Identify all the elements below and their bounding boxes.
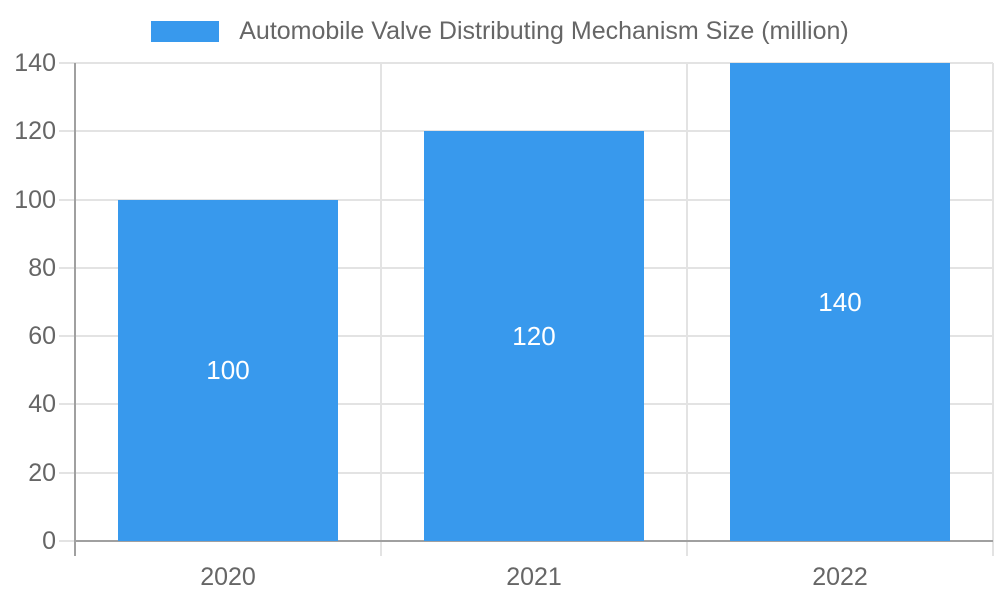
x-tick-label-2020: 2020 [200,563,256,591]
y-tick-label-80: 80 [28,254,56,282]
x-tick-mark [992,541,994,556]
gridline-horizontal [75,62,993,64]
y-tick-label-0: 0 [42,527,56,555]
y-tick-mark [59,62,75,64]
y-tick-label-120: 120 [14,117,56,145]
legend-swatch [151,20,220,42]
y-tick-mark [59,130,75,132]
y-tick-mark [59,472,75,474]
bar-2021[interactable] [424,131,644,541]
legend[interactable]: Automobile Valve Distributing Mechanism … [0,14,1000,48]
y-tick-mark [59,540,75,542]
gridline-vertical [686,63,688,541]
y-tick-mark [59,267,75,269]
y-tick-mark [59,335,75,337]
y-tick-mark [59,199,75,201]
gridline-vertical [380,63,382,541]
x-tick-label-2021: 2021 [506,563,562,591]
y-tick-label-140: 140 [14,49,56,77]
y-tick-label-40: 40 [28,390,56,418]
legend-label: Automobile Valve Distributing Mechanism … [239,16,849,45]
bar-value-label-2020: 100 [206,355,250,385]
x-tick-mark [74,541,76,556]
y-tick-label-20: 20 [28,459,56,487]
bar-value-label-2021: 120 [512,321,556,351]
bar-2022[interactable] [730,63,950,541]
x-tick-label-2022: 2022 [812,563,868,591]
bar-2020[interactable] [118,200,338,541]
bar-value-label-2022: 140 [818,287,862,317]
y-tick-label-60: 60 [28,322,56,350]
y-axis-line [74,63,76,541]
y-tick-label-100: 100 [14,186,56,214]
y-tick-mark [59,403,75,405]
x-tick-mark [686,541,688,556]
gridline-vertical [992,63,994,541]
x-tick-mark [380,541,382,556]
x-axis-line [75,540,993,542]
